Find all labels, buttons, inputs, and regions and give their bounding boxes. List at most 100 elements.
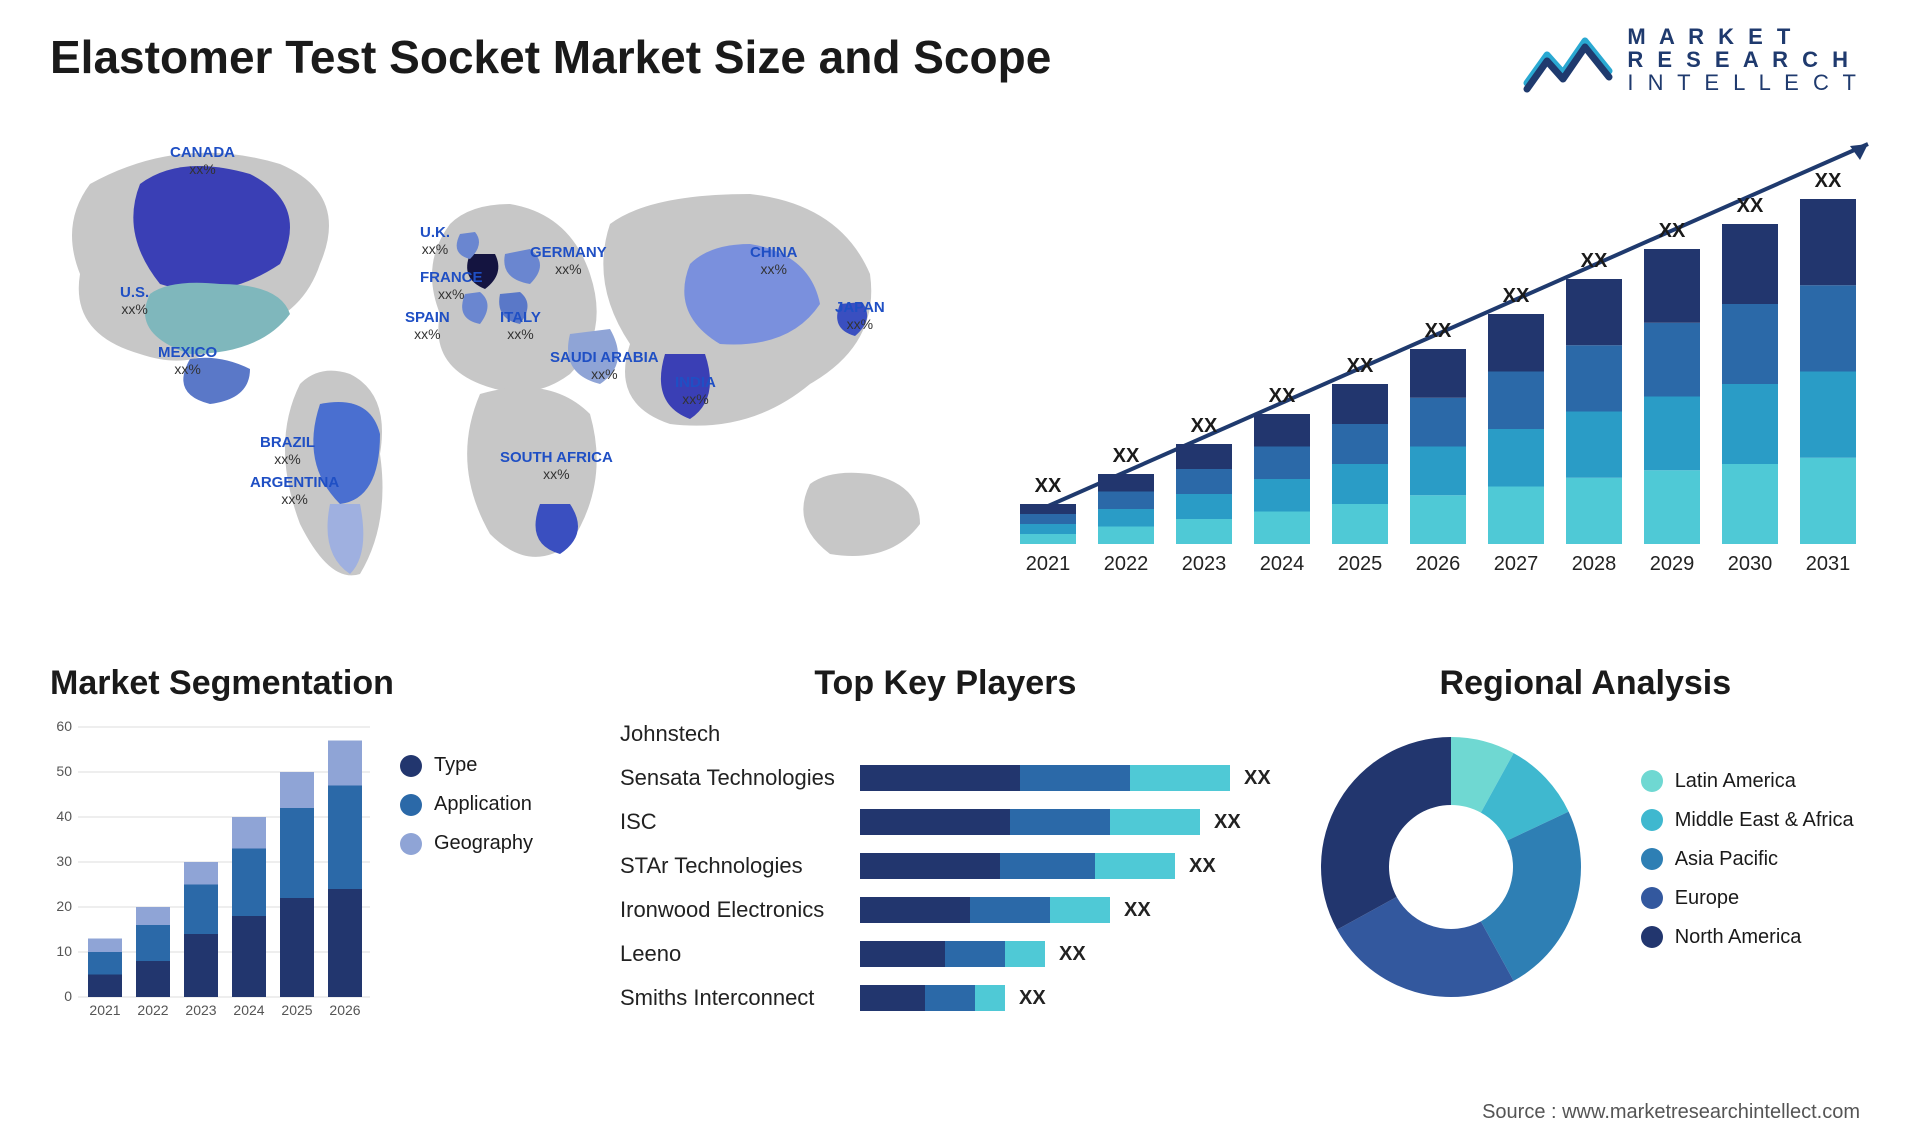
region-legend-europe: Europe bbox=[1641, 887, 1854, 910]
player-row-smiths-interconnect: Smiths Interconnect XX bbox=[620, 981, 1271, 1015]
player-row-sensata-technologies: Sensata Technologies XX bbox=[620, 761, 1271, 795]
player-value: XX bbox=[1124, 899, 1151, 922]
svg-text:2022: 2022 bbox=[137, 1002, 168, 1018]
svg-text:2022: 2022 bbox=[1104, 553, 1149, 575]
region-legend-asia-pacific: Asia Pacific bbox=[1641, 848, 1854, 871]
segmentation-chart: 0 10 20 30 40 50 60 2021 2022 2023 2024 2025 2026 bbox=[50, 717, 370, 1057]
svg-text:2029: 2029 bbox=[1650, 553, 1695, 575]
seg-legend-application: Application bbox=[400, 793, 533, 816]
svg-text:XX: XX bbox=[1347, 355, 1374, 377]
player-label: ISC bbox=[620, 809, 860, 835]
map-label-germany: GERMANYxx% bbox=[530, 244, 607, 277]
svg-text:2021: 2021 bbox=[89, 1002, 120, 1018]
map-label-italy: ITALYxx% bbox=[500, 309, 541, 342]
logo-text: M A R K E T R E S E A R C H I N T E L L … bbox=[1627, 25, 1860, 94]
player-value: XX bbox=[1059, 943, 1086, 966]
map-label-japan: JAPANxx% bbox=[835, 299, 885, 332]
player-label: Smiths Interconnect bbox=[620, 985, 860, 1011]
svg-text:XX: XX bbox=[1269, 385, 1296, 407]
player-bar bbox=[860, 765, 1230, 791]
svg-text:2026: 2026 bbox=[329, 1002, 360, 1018]
map-label-u-k-: U.K.xx% bbox=[420, 224, 450, 257]
svg-text:XX: XX bbox=[1503, 285, 1530, 307]
svg-text:2021: 2021 bbox=[1026, 553, 1071, 575]
regional-title: Regional Analysis bbox=[1301, 664, 1870, 703]
svg-text:2024: 2024 bbox=[233, 1002, 264, 1018]
player-row-star-technologies: STAr Technologies XX bbox=[620, 849, 1271, 883]
map-label-south-africa: SOUTH AFRICAxx% bbox=[500, 449, 613, 482]
players-title: Top Key Players bbox=[620, 664, 1271, 703]
segmentation-legend: Type Application Geography bbox=[400, 754, 533, 871]
svg-text:2023: 2023 bbox=[185, 1002, 216, 1018]
svg-text:XX: XX bbox=[1659, 220, 1686, 242]
region-legend-latin-america: Latin America bbox=[1641, 770, 1854, 793]
svg-text:2030: 2030 bbox=[1728, 553, 1773, 575]
forecast-svg: XX 2021 XX 2022 XX 2023 XX 2024 XX 2025 XX 2026 XX 20… bbox=[1010, 104, 1890, 604]
svg-text:30: 30 bbox=[56, 853, 72, 869]
svg-text:60: 60 bbox=[56, 718, 72, 734]
svg-text:XX: XX bbox=[1035, 475, 1062, 497]
map-label-brazil: BRAZILxx% bbox=[260, 434, 315, 467]
svg-text:0: 0 bbox=[64, 988, 72, 1004]
player-row-ironwood-electronics: Ironwood Electronics XX bbox=[620, 893, 1271, 927]
svg-text:2023: 2023 bbox=[1182, 553, 1227, 575]
map-label-argentina: ARGENTINAxx% bbox=[250, 474, 339, 507]
svg-text:40: 40 bbox=[56, 808, 72, 824]
player-label: Leeno bbox=[620, 941, 860, 967]
seg-legend-type: Type bbox=[400, 754, 533, 777]
player-bar bbox=[860, 941, 1045, 967]
player-bar bbox=[860, 853, 1175, 879]
svg-text:XX: XX bbox=[1191, 415, 1218, 437]
svg-text:20: 20 bbox=[56, 898, 72, 914]
segmentation-title: Market Segmentation bbox=[50, 664, 590, 703]
map-label-spain: SPAINxx% bbox=[405, 309, 450, 342]
player-label: STAr Technologies bbox=[620, 853, 860, 879]
map-label-mexico: MEXICOxx% bbox=[158, 344, 217, 377]
player-row-leeno: Leeno XX bbox=[620, 937, 1271, 971]
player-bar bbox=[860, 809, 1200, 835]
svg-text:2025: 2025 bbox=[281, 1002, 312, 1018]
player-row-johnstech: Johnstech bbox=[620, 717, 1271, 751]
players-panel: Top Key Players Johnstech Sensata Technol… bbox=[620, 664, 1271, 1084]
player-value: XX bbox=[1189, 855, 1216, 878]
players-rows: JohnstechSensata TechnologiesXXISCXXSTAr… bbox=[620, 717, 1271, 1015]
brand-logo: M A R K E T R E S E A R C H I N T E L L … bbox=[1523, 25, 1860, 94]
map-label-canada: CANADAxx% bbox=[170, 144, 235, 177]
map-label-saudi-arabia: SAUDI ARABIAxx% bbox=[550, 349, 659, 382]
logo-icon bbox=[1523, 27, 1613, 93]
svg-text:10: 10 bbox=[56, 943, 72, 959]
player-value: XX bbox=[1214, 811, 1241, 834]
regional-legend: Latin America Middle East & Africa Asia Pa… bbox=[1641, 770, 1854, 965]
source-label: Source : www.marketresearchintellect.com bbox=[1482, 1101, 1860, 1124]
svg-text:2027: 2027 bbox=[1494, 553, 1539, 575]
svg-text:2026: 2026 bbox=[1416, 553, 1461, 575]
svg-text:XX: XX bbox=[1815, 170, 1842, 192]
region-legend-north-america: North America bbox=[1641, 926, 1854, 949]
player-row-isc: ISC XX bbox=[620, 805, 1271, 839]
svg-text:50: 50 bbox=[56, 763, 72, 779]
svg-text:2024: 2024 bbox=[1260, 553, 1305, 575]
svg-text:XX: XX bbox=[1737, 195, 1764, 217]
player-value: XX bbox=[1019, 987, 1046, 1010]
player-label: Sensata Technologies bbox=[620, 765, 860, 791]
svg-text:XX: XX bbox=[1113, 445, 1140, 467]
player-bar bbox=[860, 985, 1005, 1011]
seg-legend-geography: Geography bbox=[400, 832, 533, 855]
svg-text:2025: 2025 bbox=[1338, 553, 1383, 575]
map-label-china: CHINAxx% bbox=[750, 244, 798, 277]
svg-text:XX: XX bbox=[1425, 320, 1452, 342]
map-label-india: INDIAxx% bbox=[675, 374, 716, 407]
world-map: CANADAxx%U.S.xx%MEXICOxx%BRAZILxx%ARGENT… bbox=[50, 104, 970, 624]
segmentation-panel: Market Segmentation 0 10 20 30 40 50 60 2021 202… bbox=[50, 664, 590, 1084]
player-bar bbox=[860, 897, 1110, 923]
svg-text:2028: 2028 bbox=[1572, 553, 1617, 575]
svg-text:XX: XX bbox=[1581, 250, 1608, 272]
forecast-chart: XX 2021 XX 2022 XX 2023 XX 2024 XX 2025 XX 2026 XX 20… bbox=[1010, 104, 1890, 624]
player-value: XX bbox=[1244, 767, 1271, 790]
player-label: Johnstech bbox=[620, 721, 860, 747]
map-label-france: FRANCExx% bbox=[420, 269, 483, 302]
player-label: Ironwood Electronics bbox=[620, 897, 860, 923]
regional-panel: Regional Analysis Latin America Middle Ea… bbox=[1301, 664, 1870, 1084]
region-legend-middle-east-africa: Middle East & Africa bbox=[1641, 809, 1854, 832]
svg-text:2031: 2031 bbox=[1806, 553, 1851, 575]
